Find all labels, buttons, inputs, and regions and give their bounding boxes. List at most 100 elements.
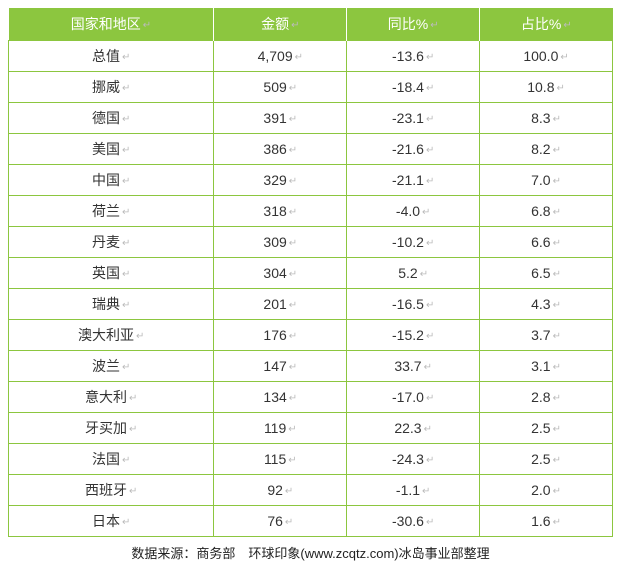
table-cell: 2.0↵: [480, 475, 613, 506]
column-header: 同比%↵: [347, 8, 480, 41]
cell-marker-icon: ↵: [553, 393, 561, 404]
table-cell: 牙买加↵: [9, 413, 214, 444]
table-row: 波兰↵147↵33.7↵3.1↵: [9, 351, 613, 382]
cell-marker-icon: ↵: [288, 455, 296, 466]
table-cell: -23.1↵: [347, 103, 480, 134]
table-cell: -15.2↵: [347, 320, 480, 351]
table-cell: 法国↵: [9, 444, 214, 475]
cell-marker-icon: ↵: [289, 207, 297, 218]
table-row: 瑞典↵201↵-16.5↵4.3↵: [9, 289, 613, 320]
column-header: 占比%↵: [480, 8, 613, 41]
table-cell: 澳大利亚↵: [9, 320, 214, 351]
table-cell: 119↵: [214, 413, 347, 444]
table-cell: 2.5↵: [480, 444, 613, 475]
cell-marker-icon: ↵: [560, 52, 568, 63]
table-cell: 3.7↵: [480, 320, 613, 351]
cell-marker-icon: ↵: [129, 424, 137, 435]
data-table: 国家和地区↵金额↵同比%↵占比%↵ 总值↵4,709↵-13.6↵100.0↵挪…: [8, 8, 613, 537]
table-cell: 德国↵: [9, 103, 214, 134]
cell-marker-icon: ↵: [553, 517, 561, 528]
cell-marker-icon: ↵: [553, 176, 561, 187]
table-header: 国家和地区↵金额↵同比%↵占比%↵: [9, 8, 613, 41]
cell-marker-icon: ↵: [426, 83, 434, 94]
cell-marker-icon: ↵: [122, 176, 130, 187]
table-cell: 日本↵: [9, 506, 214, 537]
cell-marker-icon: ↵: [295, 52, 303, 63]
cell-marker-icon: ↵: [285, 486, 293, 497]
cell-marker-icon: ↵: [129, 486, 137, 497]
table-cell: 33.7↵: [347, 351, 480, 382]
cell-marker-icon: ↵: [136, 331, 144, 342]
table-cell: -17.0↵: [347, 382, 480, 413]
table-cell: 304↵: [214, 258, 347, 289]
cell-marker-icon: ↵: [129, 393, 137, 404]
cell-marker-icon: ↵: [289, 269, 297, 280]
table-cell: 波兰↵: [9, 351, 214, 382]
cell-marker-icon: ↵: [553, 455, 561, 466]
table-cell: -18.4↵: [347, 72, 480, 103]
table-row: 中国↵329↵-21.1↵7.0↵: [9, 165, 613, 196]
cell-marker-icon: ↵: [426, 145, 434, 156]
table-cell: -21.6↵: [347, 134, 480, 165]
table-cell: 英国↵: [9, 258, 214, 289]
cell-marker-icon: ↵: [556, 83, 564, 94]
cell-marker-icon: ↵: [424, 424, 432, 435]
table-cell: 意大利↵: [9, 382, 214, 413]
cell-marker-icon: ↵: [122, 207, 130, 218]
table-cell: 中国↵: [9, 165, 214, 196]
table-cell: 丹麦↵: [9, 227, 214, 258]
cell-marker-icon: ↵: [553, 269, 561, 280]
cell-marker-icon: ↵: [553, 145, 561, 156]
table-cell: -16.5↵: [347, 289, 480, 320]
cell-marker-icon: ↵: [289, 83, 297, 94]
table-row: 意大利↵134↵-17.0↵2.8↵: [9, 382, 613, 413]
table-cell: 挪威↵: [9, 72, 214, 103]
cell-marker-icon: ↵: [291, 20, 299, 31]
table-cell: 3.1↵: [480, 351, 613, 382]
cell-marker-icon: ↵: [426, 176, 434, 187]
cell-marker-icon: ↵: [424, 362, 432, 373]
table-cell: 92↵: [214, 475, 347, 506]
table-row: 德国↵391↵-23.1↵8.3↵: [9, 103, 613, 134]
cell-marker-icon: ↵: [426, 517, 434, 528]
table-cell: 329↵: [214, 165, 347, 196]
table-row: 澳大利亚↵176↵-15.2↵3.7↵: [9, 320, 613, 351]
table-cell: 386↵: [214, 134, 347, 165]
cell-marker-icon: ↵: [426, 52, 434, 63]
cell-marker-icon: ↵: [426, 393, 434, 404]
cell-marker-icon: ↵: [122, 517, 130, 528]
cell-marker-icon: ↵: [426, 114, 434, 125]
table-cell: 509↵: [214, 72, 347, 103]
table-cell: 6.6↵: [480, 227, 613, 258]
cell-marker-icon: ↵: [143, 20, 151, 31]
data-table-container: 国家和地区↵金额↵同比%↵占比%↵ 总值↵4,709↵-13.6↵100.0↵挪…: [8, 8, 613, 564]
cell-marker-icon: ↵: [553, 207, 561, 218]
table-row: 西班牙↵92↵-1.1↵2.0↵: [9, 475, 613, 506]
cell-marker-icon: ↵: [553, 114, 561, 125]
table-cell: 147↵: [214, 351, 347, 382]
cell-marker-icon: ↵: [553, 486, 561, 497]
cell-marker-icon: ↵: [289, 300, 297, 311]
table-cell: 8.3↵: [480, 103, 613, 134]
cell-marker-icon: ↵: [288, 424, 296, 435]
table-cell: 总值↵: [9, 41, 214, 72]
cell-marker-icon: ↵: [426, 455, 434, 466]
table-row: 丹麦↵309↵-10.2↵6.6↵: [9, 227, 613, 258]
table-cell: 309↵: [214, 227, 347, 258]
table-row: 挪威↵509↵-18.4↵10.8↵: [9, 72, 613, 103]
table-cell: 6.5↵: [480, 258, 613, 289]
table-cell: 22.3↵: [347, 413, 480, 444]
table-cell: 瑞典↵: [9, 289, 214, 320]
cell-marker-icon: ↵: [289, 176, 297, 187]
table-row: 英国↵304↵5.2↵6.5↵: [9, 258, 613, 289]
cell-marker-icon: ↵: [122, 114, 130, 125]
cell-marker-icon: ↵: [122, 52, 130, 63]
table-cell: 201↵: [214, 289, 347, 320]
table-cell: 176↵: [214, 320, 347, 351]
table-row: 日本↵76↵-30.6↵1.6↵: [9, 506, 613, 537]
table-cell: 1.6↵: [480, 506, 613, 537]
table-cell: -1.1↵: [347, 475, 480, 506]
table-body: 总值↵4,709↵-13.6↵100.0↵挪威↵509↵-18.4↵10.8↵德…: [9, 41, 613, 537]
table-cell: -21.1↵: [347, 165, 480, 196]
cell-marker-icon: ↵: [426, 238, 434, 249]
